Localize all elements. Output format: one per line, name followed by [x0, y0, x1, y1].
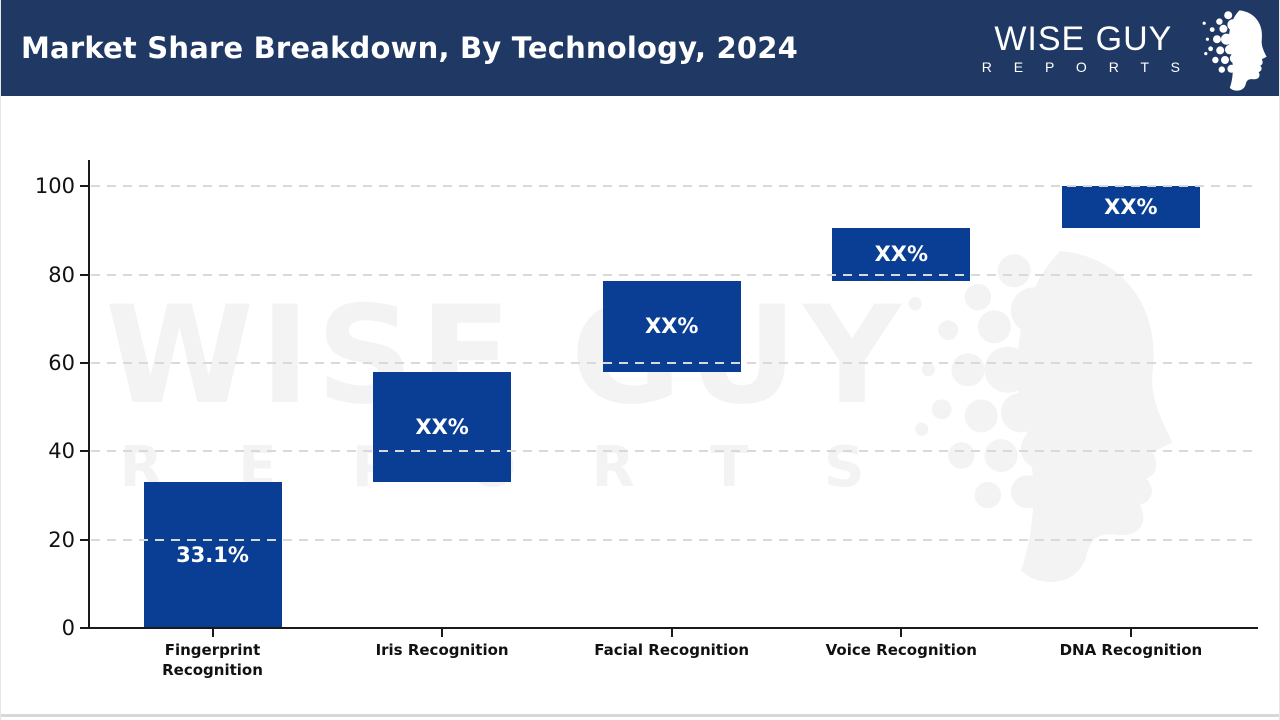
gridline: [91, 361, 1257, 364]
gridline: [91, 185, 1257, 188]
y-tick-label: 80: [48, 262, 75, 287]
gridline: [91, 538, 1257, 541]
x-category-label: Voice Recognition: [825, 641, 977, 659]
bottom-border: [1, 714, 1279, 717]
y-tick-mark: [80, 627, 89, 629]
bar-value-label: XX%: [1104, 195, 1158, 220]
bar-segment: [373, 371, 512, 482]
y-tick-mark: [80, 450, 89, 453]
bar-value-label: XX%: [874, 242, 929, 267]
x-category-label: Iris Recognition: [375, 641, 509, 659]
bar-segment: [832, 227, 971, 281]
x-tick-mark: [1129, 629, 1132, 637]
bar-value-label: 33.1%: [176, 542, 249, 567]
y-tick-label: 60: [48, 350, 75, 375]
header-band: Market Share Breakdown, By Technology, 2…: [1, 0, 1279, 96]
y-tick-label: 0: [61, 616, 75, 640]
y-tick-mark: [80, 361, 89, 364]
x-tick-mark: [211, 629, 214, 637]
brand-sub: R E P O R T S: [981, 59, 1189, 75]
y-tick-mark: [80, 538, 89, 541]
bar-segment: [1061, 186, 1200, 228]
brand-logo: WISE GUY R E P O R T S: [978, 0, 1273, 96]
y-tick-label: 40: [48, 439, 75, 464]
bar-segment: [143, 481, 282, 628]
y-tick-label: 20: [48, 527, 75, 552]
x-category-label: DNA Recognition: [1059, 641, 1203, 659]
x-tick-mark: [900, 629, 903, 637]
bar-value-label: XX%: [644, 314, 699, 339]
x-category-label: Fingerprint Recognition: [162, 641, 263, 680]
brand-name: WISE GUY: [994, 20, 1173, 58]
x-tick-mark: [441, 629, 444, 637]
chart-title: Market Share Breakdown, By Technology, 2…: [21, 31, 799, 65]
bar-value-label: XX%: [415, 414, 469, 439]
y-tick-mark: [80, 185, 89, 188]
x-axis-line: [88, 627, 1258, 629]
x-tick-mark: [670, 629, 673, 637]
gridline: [91, 450, 1257, 453]
bar-segment: [602, 280, 741, 372]
y-axis-line: [88, 160, 90, 629]
brand-face-icon: [1202, 10, 1267, 91]
brand-wordmark: WISE GUY R E P O R T S: [978, 22, 1189, 74]
gridline: [91, 273, 1257, 276]
y-tick-label: 100: [34, 174, 75, 199]
y-tick-mark: [80, 273, 89, 276]
x-category-label: Facial Recognition: [594, 641, 750, 659]
